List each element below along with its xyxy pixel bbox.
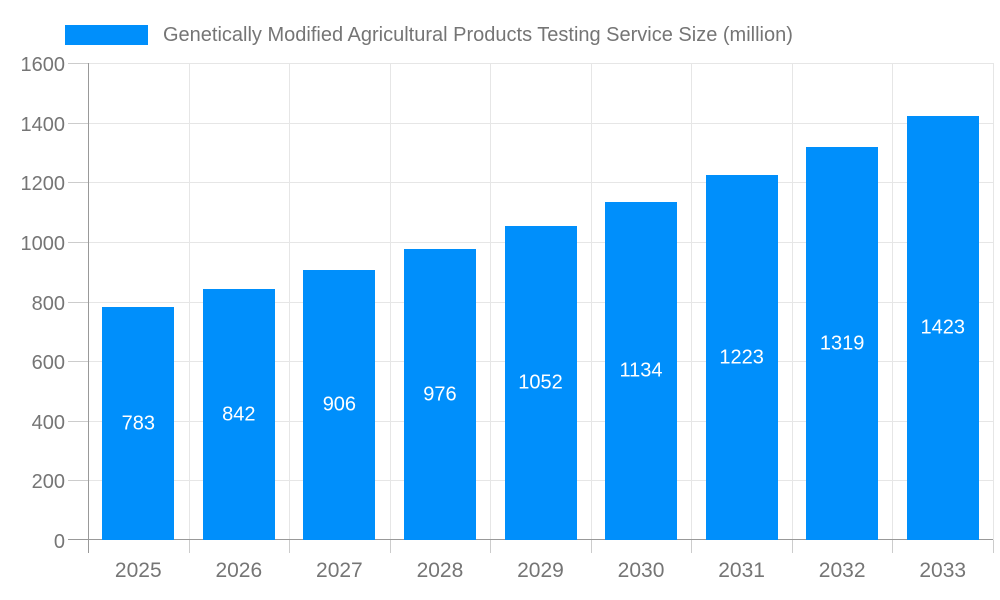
bar-value-label: 1052 [518, 371, 563, 394]
y-axis-tick [68, 361, 88, 362]
bar-value-label: 976 [423, 383, 457, 405]
y-axis-tick [68, 480, 88, 481]
v-gridline [490, 63, 491, 540]
bar-value-label: 1319 [819, 332, 865, 354]
y-axis-label: 600 [31, 352, 65, 374]
x-axis-label: 2030 [617, 559, 665, 582]
x-axis-tick [792, 540, 793, 553]
y-axis-label: 0 [53, 531, 65, 553]
x-axis-tick [390, 540, 391, 553]
v-gridline [792, 63, 793, 540]
x-axis-tick [691, 540, 692, 553]
x-axis-label: 2033 [919, 559, 967, 582]
legend-label: Genetically Modified Agricultural Produc… [163, 23, 793, 46]
v-gridline [993, 63, 994, 540]
legend-swatch-icon [65, 25, 148, 45]
x-axis-tick [289, 540, 290, 553]
x-axis-label: 2031 [718, 559, 765, 582]
bar-2027[interactable] [303, 270, 375, 540]
bar-2028[interactable] [404, 249, 476, 540]
y-axis-label: 1200 [20, 173, 66, 195]
bar-2026[interactable] [203, 289, 275, 540]
bar-2033[interactable] [907, 116, 979, 540]
y-axis-label: 400 [31, 412, 65, 434]
y-axis-label: 800 [31, 293, 65, 315]
v-gridline [892, 63, 893, 540]
y-axis-tick [68, 302, 88, 303]
bar-value-label: 1223 [719, 346, 764, 368]
bar-value-label: 783 [121, 412, 155, 434]
y-axis-label: 1400 [20, 114, 66, 136]
h-gridline [88, 63, 993, 64]
x-axis-label: 2032 [818, 559, 866, 582]
v-gridline [591, 63, 592, 540]
bar-2031[interactable] [706, 175, 778, 540]
v-gridline [390, 63, 391, 540]
y-axis-tick [68, 63, 88, 64]
y-axis-tick [68, 182, 88, 183]
y-axis-label: 1600 [20, 54, 66, 76]
bar-2029[interactable] [505, 226, 577, 540]
x-axis-label: 2027 [316, 559, 363, 582]
bar-2030[interactable] [605, 202, 677, 540]
v-gridline [289, 63, 290, 540]
h-gridline [88, 123, 993, 124]
x-axis-label: 2028 [416, 559, 464, 582]
y-axis-tick [68, 421, 88, 422]
y-axis-line [88, 63, 89, 553]
h-gridline [88, 182, 993, 183]
x-axis-tick [490, 540, 491, 553]
x-axis-tick [189, 540, 190, 553]
y-axis-label: 1000 [20, 233, 66, 255]
v-gridline [189, 63, 190, 540]
x-axis-label: 2026 [215, 559, 263, 582]
v-gridline [691, 63, 692, 540]
y-axis-label: 200 [31, 471, 65, 493]
x-axis-tick [591, 540, 592, 553]
bar-2032[interactable] [806, 147, 878, 540]
x-axis-label: 2025 [114, 559, 162, 582]
bar-value-label: 906 [322, 393, 357, 416]
legend[interactable]: Genetically Modified Agricultural Produc… [65, 23, 793, 46]
bar-value-label: 1423 [920, 316, 965, 339]
bar-value-label: 842 [222, 403, 256, 425]
bar-2025[interactable] [102, 307, 174, 540]
bar-value-label: 1134 [619, 359, 663, 382]
x-axis-tick [892, 540, 893, 553]
x-axis-tick [993, 540, 994, 553]
x-axis-label: 2029 [517, 559, 564, 582]
y-axis-tick [68, 242, 88, 243]
y-axis-tick [68, 123, 88, 124]
